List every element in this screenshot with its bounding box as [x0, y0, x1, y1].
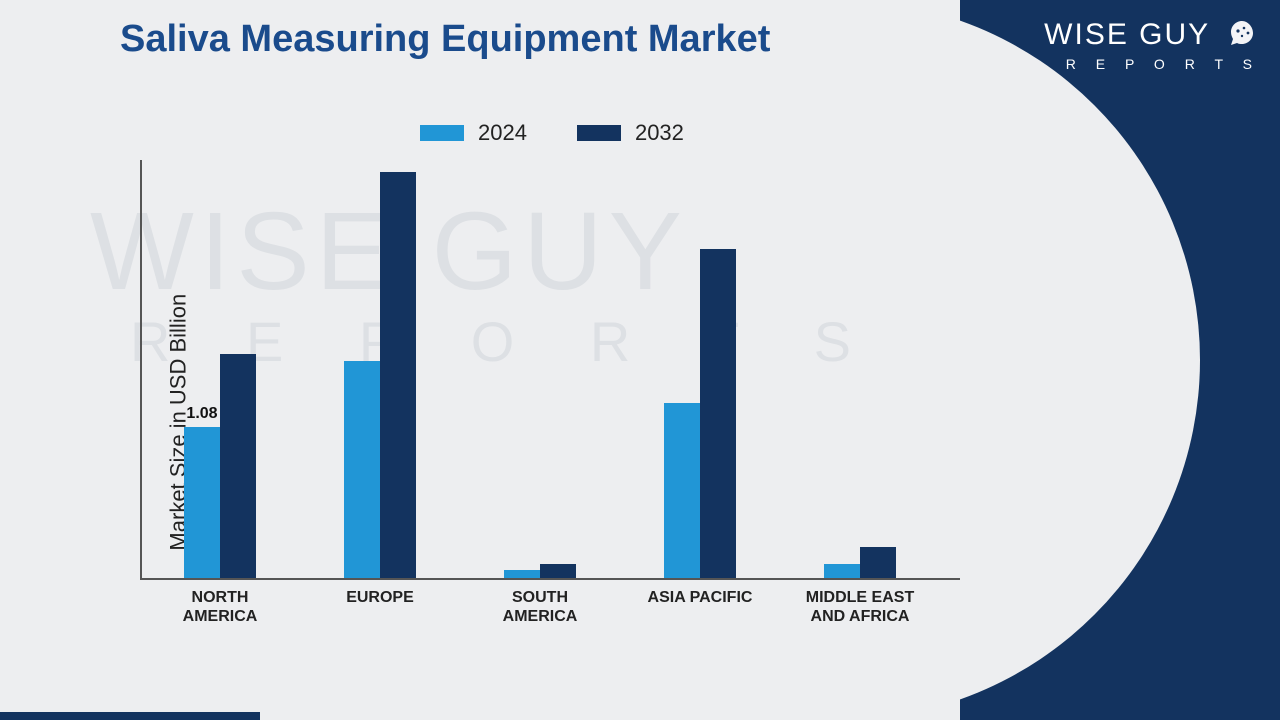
bar — [664, 403, 700, 578]
logo-main-text: WISE GUY — [1044, 18, 1209, 51]
logo-sub-text: R E P O R T S — [1044, 56, 1260, 72]
bar — [344, 361, 380, 578]
legend-label-2032: 2032 — [635, 120, 684, 146]
bar — [220, 354, 256, 578]
head-icon — [1224, 18, 1260, 54]
category-label: NORTH AMERICA — [155, 588, 285, 626]
plot-area: 1.08 — [140, 160, 960, 580]
bar — [700, 249, 736, 578]
chart-area: Market Size in USD Billion 1.08 NORTH AM… — [90, 160, 960, 700]
legend-swatch-2024 — [420, 125, 464, 141]
bar — [540, 564, 576, 578]
legend-label-2024: 2024 — [478, 120, 527, 146]
bar — [824, 564, 860, 578]
chart-title: Saliva Measuring Equipment Market — [120, 18, 770, 61]
brand-logo: WISE GUY R E P O R T S — [1044, 18, 1260, 72]
bar — [504, 570, 540, 578]
legend-item-2032: 2032 — [577, 120, 684, 146]
legend: 2024 2032 — [420, 120, 684, 146]
bar — [380, 172, 416, 578]
chart-canvas: WISE GUY R E P O R T S WISE GUY R E P O … — [0, 0, 1280, 720]
category-label: EUROPE — [315, 588, 445, 607]
category-label: ASIA PACIFIC — [635, 588, 765, 607]
bar — [860, 547, 896, 578]
bottom-accent-strip — [0, 712, 260, 720]
legend-item-2024: 2024 — [420, 120, 527, 146]
legend-swatch-2032 — [577, 125, 621, 141]
bar — [184, 427, 220, 578]
category-label: SOUTH AMERICA — [475, 588, 605, 626]
category-label: MIDDLE EAST AND AFRICA — [795, 588, 925, 626]
